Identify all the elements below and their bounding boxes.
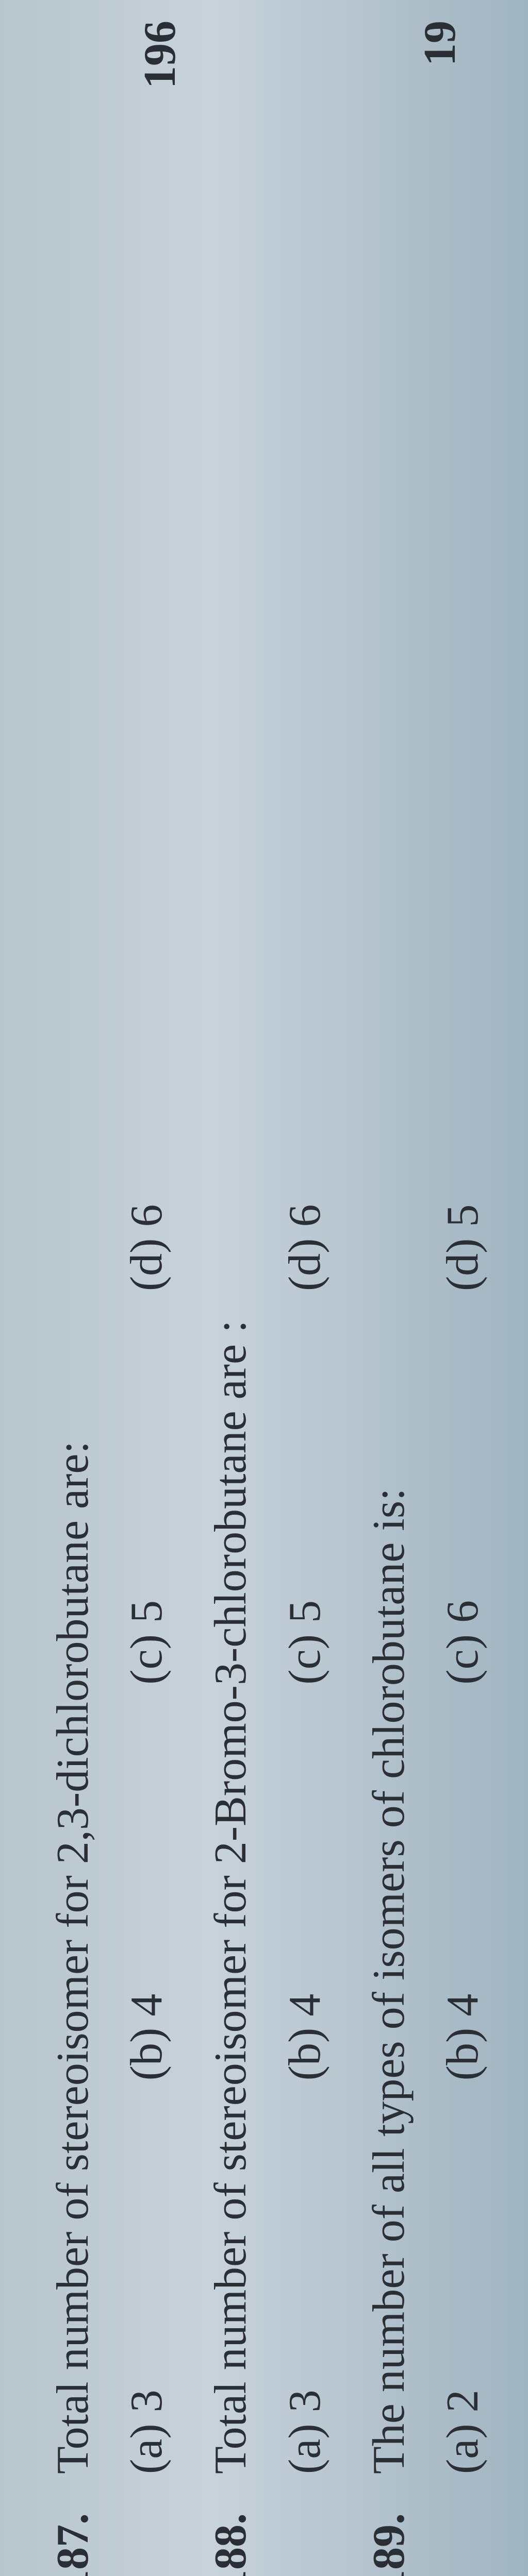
option-a: (a) 3	[273, 2389, 337, 2474]
option-b: (b) 4	[431, 1994, 494, 2081]
option-c: (c) 5	[273, 1600, 337, 1685]
option-b: (b) 4	[115, 1994, 178, 2081]
option-d: (d) 5	[431, 1204, 494, 1291]
question-188: 188. Total number of stereoisomer for 2-…	[199, 62, 336, 2576]
option-c: (c) 6	[431, 1600, 494, 1685]
question-189: 189. The number of all types of isomers …	[357, 62, 494, 2576]
options-row: (a) 2 (b) 4 (c) 6 (d) 5	[431, 62, 494, 2576]
question-text: The number of all types of isomers of ch…	[357, 62, 421, 2474]
option-b: (b) 4	[273, 1994, 337, 2081]
page-content: 187. Total number of stereoisomer for 2,…	[0, 0, 528, 2576]
question-text: Total number of stereoisomer for 2-Bromo…	[199, 62, 262, 2474]
options-row: (a) 3 (b) 4 (c) 5 (d) 6	[273, 62, 337, 2576]
question-number: 188.	[199, 2489, 262, 2576]
page-margin-number-bottom: 19	[414, 21, 466, 66]
option-a: (a) 3	[115, 2389, 178, 2474]
options-row: (a) 3 (b) 4 (c) 5 (d) 6	[115, 62, 178, 2576]
option-a: (a) 2	[431, 2389, 494, 2474]
question-text: Total number of stereoisomer for 2,3-dic…	[41, 62, 105, 2474]
option-d: (d) 6	[115, 1204, 178, 1291]
option-c: (c) 5	[115, 1600, 178, 1685]
question-number: 189.	[357, 2489, 421, 2576]
question-number: 187.	[41, 2489, 105, 2576]
question-187: 187. Total number of stereoisomer for 2,…	[41, 62, 178, 2576]
option-d: (d) 6	[273, 1204, 337, 1291]
question-line: 187. Total number of stereoisomer for 2,…	[41, 62, 105, 2576]
question-line: 188. Total number of stereoisomer for 2-…	[199, 62, 262, 2576]
question-line: 189. The number of all types of isomers …	[357, 62, 421, 2576]
page-margin-number-top: 196	[134, 21, 186, 89]
